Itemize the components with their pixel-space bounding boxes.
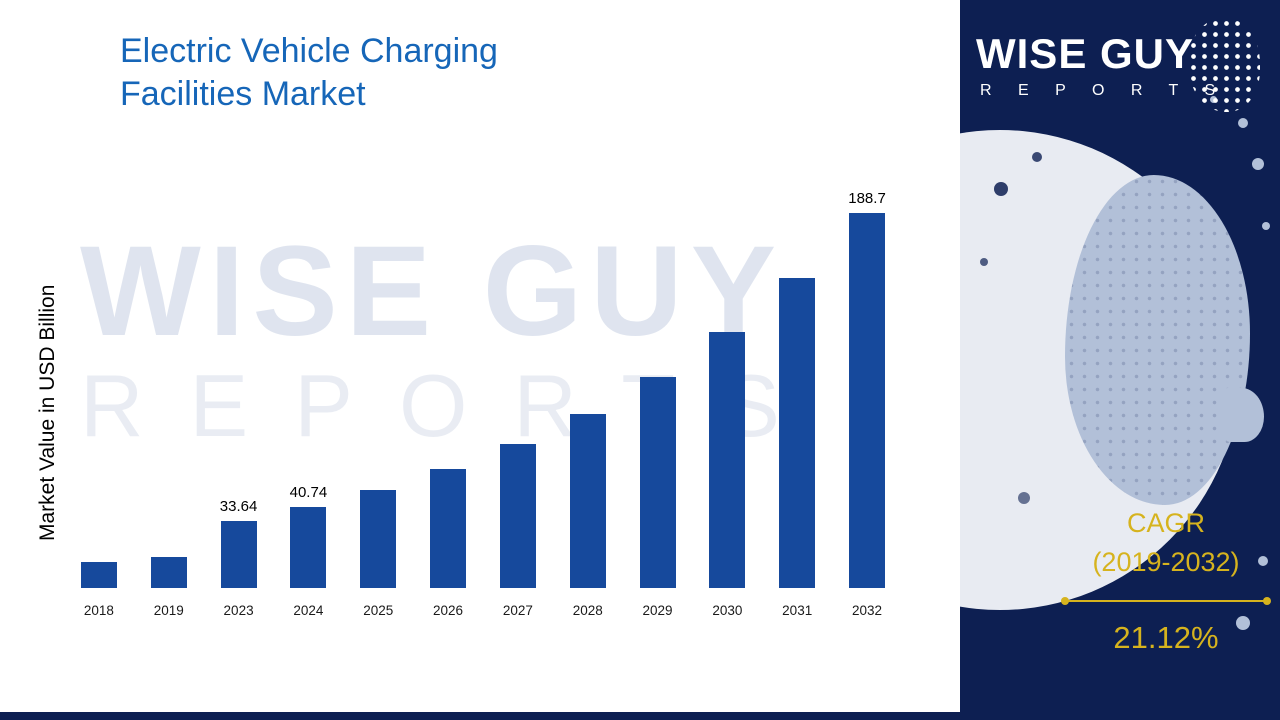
- bottom-strip: [0, 712, 1280, 720]
- bar-2018: [80, 562, 117, 588]
- decor-dot: [1262, 222, 1270, 230]
- decor-dot: [1032, 152, 1042, 162]
- bar-group-2018: 2018: [64, 168, 134, 618]
- x-tick-2027: 2027: [502, 603, 533, 618]
- bar-2030: [709, 332, 746, 588]
- bar-value-label-2023: 33.64: [219, 498, 258, 515]
- page-title-line1: Electric Vehicle Charging: [120, 32, 498, 70]
- cagr-divider: [1061, 597, 1271, 605]
- bar-2028: [569, 414, 606, 588]
- x-tick-2019: 2019: [153, 603, 184, 618]
- x-tick-2018: 2018: [83, 603, 114, 618]
- y-axis-label: Market Value in USD Billion: [36, 284, 59, 542]
- x-tick-2024: 2024: [293, 603, 324, 618]
- bar-group-2031: 2031: [762, 168, 832, 618]
- page-title: Electric Vehicle Charging Facilities Mar…: [120, 30, 680, 115]
- bar-chart: 2018 2019 33.64 2023 40.74 2024 2025 2026 2027 20…: [64, 168, 902, 618]
- bar-value-label-2024: 40.74: [289, 484, 328, 501]
- bar-group-2023: 33.64 2023: [204, 168, 274, 618]
- bar-2025: [360, 490, 397, 588]
- decor-dot: [980, 258, 988, 266]
- x-tick-2025: 2025: [363, 603, 394, 618]
- bar-group-2030: 2030: [692, 168, 762, 618]
- decor-dot: [1236, 616, 1250, 630]
- x-tick-2023: 2023: [223, 603, 254, 618]
- bar-2023: [220, 521, 257, 588]
- bar-2019: [150, 557, 187, 588]
- brand-logo-line2: R E P O R T S: [980, 82, 1227, 99]
- bar-group-2026: 2026: [413, 168, 483, 618]
- bar-2029: [639, 377, 676, 588]
- x-tick-2030: 2030: [712, 603, 743, 618]
- decor-dot: [1252, 158, 1264, 170]
- head-silhouette-nose: [1222, 388, 1264, 442]
- logo-head-icon: [1188, 18, 1260, 112]
- brand-panel: WISE GUY R E P O R T S CAGR (2019-2032) …: [960, 0, 1280, 712]
- bar-group-2027: 2027: [483, 168, 553, 618]
- bar-group-2019: 2019: [134, 168, 204, 618]
- x-tick-2028: 2028: [572, 603, 603, 618]
- x-tick-2031: 2031: [782, 603, 813, 618]
- bar-2027: [499, 444, 536, 588]
- cagr-block: CAGR (2019-2032) 21.12%: [1061, 508, 1271, 656]
- decor-dot: [1238, 118, 1248, 128]
- decor-dot: [1258, 556, 1268, 566]
- bar-value-label-2032: 188.7: [848, 190, 886, 207]
- bar-2032: [849, 213, 886, 588]
- x-tick-2026: 2026: [433, 603, 464, 618]
- bar-group-2029: 2029: [623, 168, 693, 618]
- bar-group-2024: 40.74 2024: [273, 168, 343, 618]
- brand-logo-line1: WISE GUY: [976, 30, 1195, 77]
- bar-group-2028: 2028: [553, 168, 623, 618]
- head-silhouette-icon: [1065, 175, 1250, 505]
- cagr-label: CAGR: [1126, 508, 1205, 538]
- page-title-line2: Facilities Market: [120, 74, 366, 113]
- brand-logo: WISE GUY R E P O R T S: [976, 30, 1226, 100]
- bar-2026: [430, 469, 467, 588]
- bar-2031: [779, 278, 816, 588]
- decor-dot: [994, 182, 1008, 196]
- cagr-range: (2019-2032): [1092, 547, 1240, 577]
- bar-group-2032: 188.7 2032: [832, 168, 902, 618]
- decor-dot: [1018, 492, 1030, 504]
- bar-2024: [290, 507, 327, 588]
- x-tick-2029: 2029: [642, 603, 673, 618]
- cagr-value: 21.12%: [1113, 620, 1219, 655]
- bar-group-2025: 2025: [343, 168, 413, 618]
- x-tick-2032: 2032: [852, 603, 883, 618]
